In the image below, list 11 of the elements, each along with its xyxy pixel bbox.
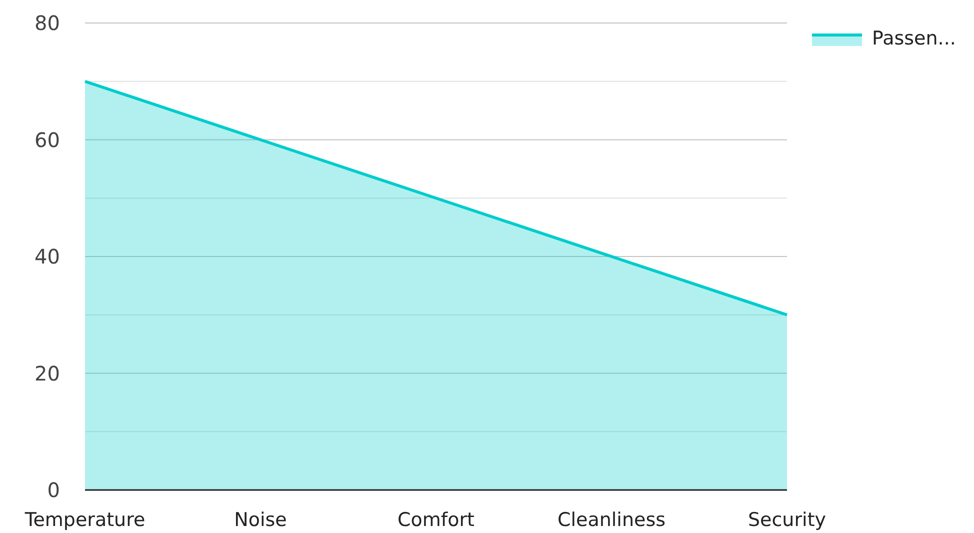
y-tick-label: 0 — [47, 478, 60, 502]
x-tick-label: Comfort — [398, 509, 474, 531]
x-tick-label: Cleanliness — [557, 509, 666, 531]
y-tick-label: 80 — [34, 11, 60, 35]
y-tick-label: 20 — [34, 361, 60, 386]
x-tick-label: Noise — [234, 509, 287, 531]
y-tick-label: 40 — [34, 244, 60, 268]
x-tick-label: Security — [748, 509, 826, 531]
y-tick-label: 60 — [34, 128, 60, 152]
x-tick-label: Temperature — [24, 509, 146, 531]
legend-label: Passen... — [872, 28, 956, 50]
